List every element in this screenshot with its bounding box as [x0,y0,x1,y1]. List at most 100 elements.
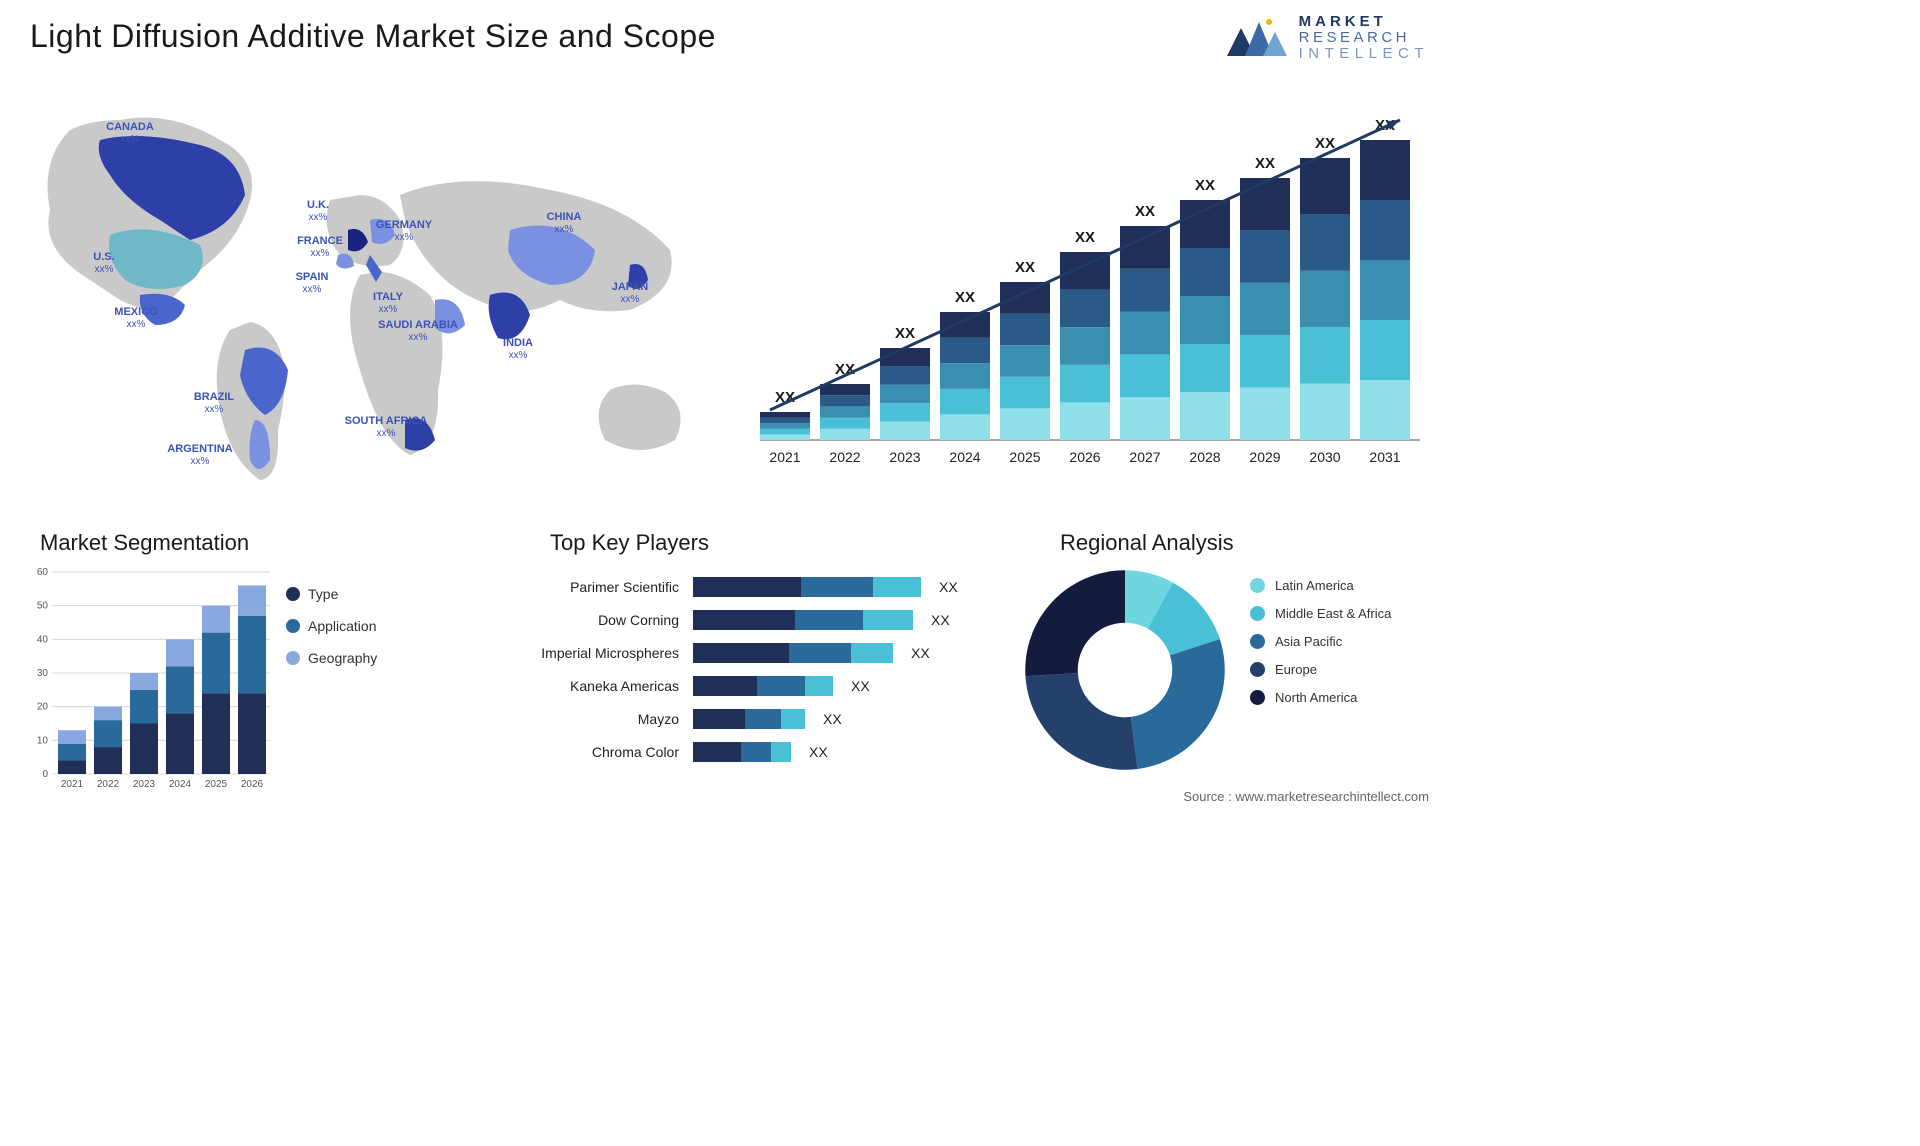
logo-mark-icon [1225,14,1289,62]
svg-text:2021: 2021 [769,449,800,465]
region-legend-item: North America [1250,690,1391,705]
regional-donut [1020,565,1230,775]
svg-text:XX: XX [1075,229,1095,246]
svg-text:xx%: xx% [379,304,398,315]
brand-logo: MARKET RESEARCH INTELLECT [1225,14,1429,62]
players-chart: Parimer Scientific XX Dow Corning XX Imperia… [500,570,980,790]
svg-text:CANADA: CANADA [106,121,154,133]
svg-text:XX: XX [1255,155,1275,172]
segmentation-legend: Type Application Geography [286,586,377,682]
growth-chart: XX2021XX2022XX2023XX2024XX2025XX2026XX20… [760,110,1420,480]
svg-text:2024: 2024 [949,449,980,465]
svg-text:2021: 2021 [61,779,84,790]
svg-text:XX: XX [1315,135,1335,152]
svg-text:2023: 2023 [889,449,920,465]
svg-text:2026: 2026 [241,779,264,790]
svg-text:xx%: xx% [621,294,640,305]
player-name: Kaneka Americas [500,678,685,694]
svg-text:CHINA: CHINA [547,211,582,223]
svg-text:xx%: xx% [377,428,396,439]
segmentation-chart: 0 10 20 30 40 50 60 2021 2022 2023 2024 2025 2026 [30,564,270,794]
svg-text:2022: 2022 [97,779,120,790]
svg-text:ARGENTINA: ARGENTINA [167,443,232,455]
logo-line3: INTELLECT [1299,46,1429,62]
svg-text:BRAZIL: BRAZIL [194,391,235,403]
svg-text:xx%: xx% [395,232,414,243]
svg-text:JAPAN: JAPAN [612,281,649,293]
regional-title: Regional Analysis [1060,530,1234,556]
svg-text:xx%: xx% [127,319,146,330]
svg-text:20: 20 [37,702,49,713]
svg-text:U.K.: U.K. [307,199,329,211]
player-name: Mayzo [500,711,685,727]
svg-text:XX: XX [895,325,915,342]
player-row: Parimer Scientific XX [500,570,980,603]
svg-text:XX: XX [955,289,975,306]
player-row: Kaneka AmericasXX [500,669,980,702]
svg-text:U.S.: U.S. [93,251,114,263]
regional-legend: Latin America Middle East & Africa Asia Pa… [1250,578,1391,718]
svg-text:0: 0 [42,769,48,780]
region-legend-item: Latin America [1250,578,1391,593]
svg-text:50: 50 [37,601,49,612]
segmentation-title: Market Segmentation [40,530,249,556]
svg-text:2029: 2029 [1249,449,1280,465]
players-title: Top Key Players [550,530,709,556]
player-row: MayzoXX [500,702,980,735]
player-name: Imperial Microspheres [500,645,685,661]
source-text: Source : www.marketresearchintellect.com [1183,789,1429,804]
svg-text:xx%: xx% [205,404,224,415]
svg-text:FRANCE: FRANCE [297,235,343,247]
svg-text:xx%: xx% [95,264,114,275]
svg-text:2025: 2025 [205,779,228,790]
svg-text:2031: 2031 [1369,449,1400,465]
svg-text:30: 30 [37,668,49,679]
svg-text:GERMANY: GERMANY [376,219,433,231]
svg-text:2024: 2024 [169,779,192,790]
svg-text:SPAIN: SPAIN [296,271,329,283]
player-name: Chroma Color [500,744,685,760]
svg-text:XX: XX [1195,177,1215,194]
player-value: XX [939,579,958,595]
svg-text:SOUTH AFRICA: SOUTH AFRICA [345,415,428,427]
logo-line2: RESEARCH [1299,30,1429,46]
svg-text:2028: 2028 [1189,449,1220,465]
region-legend-item: Middle East & Africa [1250,606,1391,621]
svg-text:xx%: xx% [509,350,528,361]
svg-text:xx%: xx% [311,248,330,259]
svg-text:INDIA: INDIA [503,337,533,349]
svg-text:xx%: xx% [409,332,428,343]
player-value: XX [931,612,950,628]
region-legend-item: Asia Pacific [1250,634,1391,649]
svg-text:2026: 2026 [1069,449,1100,465]
svg-text:xx%: xx% [555,224,574,235]
svg-text:10: 10 [37,735,49,746]
svg-text:2030: 2030 [1309,449,1340,465]
svg-text:2025: 2025 [1009,449,1040,465]
svg-text:XX: XX [1135,203,1155,220]
svg-text:2023: 2023 [133,779,156,790]
player-row: Imperial MicrospheresXX [500,636,980,669]
player-row: Dow Corning XX [500,603,980,636]
player-name: Dow Corning [500,612,685,628]
world-map: CANADAxx%U.S.xx%MEXICOxx%BRAZILxx%ARGENT… [30,100,730,500]
svg-text:xx%: xx% [191,456,210,467]
svg-text:MEXICO: MEXICO [114,306,158,318]
seg-legend-item: Application [286,618,377,634]
page-title: Light Diffusion Additive Market Size and… [30,18,716,55]
svg-text:60: 60 [37,567,49,578]
svg-text:2027: 2027 [1129,449,1160,465]
seg-legend-item: Type [286,586,377,602]
svg-text:SAUDI ARABIA: SAUDI ARABIA [378,319,458,331]
svg-text:xx%: xx% [309,212,328,223]
svg-text:XX: XX [1015,259,1035,276]
svg-text:40: 40 [37,634,49,645]
svg-text:ITALY: ITALY [373,291,404,303]
player-row: Chroma ColorXX [500,735,980,768]
region-legend-item: Europe [1250,662,1391,677]
player-name: Parimer Scientific [500,579,685,595]
seg-legend-item: Geography [286,650,377,666]
svg-text:xx%: xx% [303,284,322,295]
logo-line1: MARKET [1299,14,1429,30]
svg-text:xx%: xx% [121,134,140,145]
